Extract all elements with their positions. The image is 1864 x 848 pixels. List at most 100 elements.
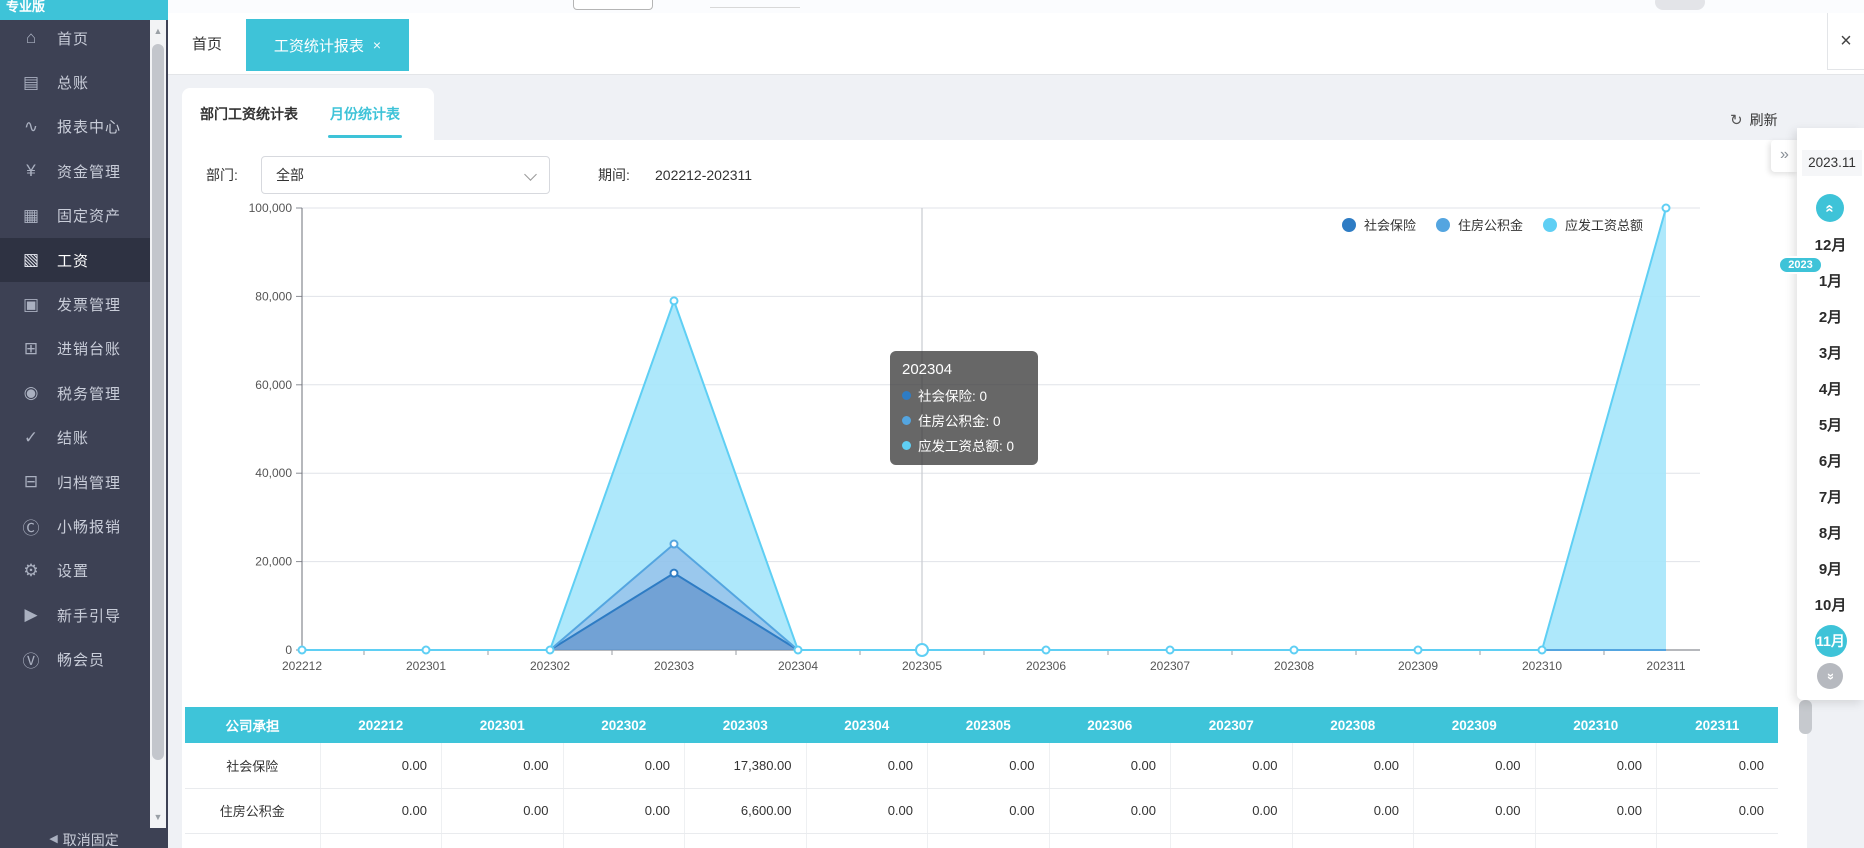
content-scrollbar-thumb[interactable] <box>1799 700 1812 734</box>
scroll-months-up-button[interactable]: « <box>1816 194 1844 222</box>
sidebar-scrollbar[interactable]: ▲ ▼ <box>150 20 166 828</box>
sidebar-item-archive[interactable]: ⊟ 归档管理 <box>0 460 150 504</box>
legend-item[interactable]: 住房公积金 <box>1436 215 1523 234</box>
cancel-pin-button[interactable]: ◀ 取消固定 <box>0 830 168 848</box>
scroll-up-arrow-icon[interactable]: ▲ <box>153 26 163 36</box>
legend-dot-icon <box>1436 217 1451 232</box>
y-tick-label: 20,000 <box>255 555 292 569</box>
sidebar-item-salary[interactable]: ▧ 工资 <box>0 237 150 283</box>
sidebar-item-member[interactable]: Ⓥ 畅会员 <box>0 637 150 681</box>
sidebar-item-label: 设置 <box>57 563 90 581</box>
sidebar-item-fixed-assets[interactable]: ▦ 固定资产 <box>0 194 150 238</box>
general-ledger-icon: ▤ <box>22 72 40 92</box>
sidebar-item-label: 首页 <box>57 30 90 48</box>
double-arrow-right-icon: » <box>1780 146 1789 163</box>
table-cell: 0.00 <box>805 833 928 848</box>
archive-icon: ⊟ <box>23 472 39 492</box>
sidebar-item-label: 小畅报销 <box>57 518 122 536</box>
month-item-active[interactable]: 11月 <box>1797 624 1864 660</box>
sidebar-item-report-center[interactable]: ∿ 报表中心 <box>0 105 150 149</box>
close-tab-icon[interactable]: × <box>372 37 382 53</box>
sidebar-item-home[interactable]: ⌂ 首页 <box>0 16 150 60</box>
sidebar-item-invoice[interactable]: ▣ 发票管理 <box>0 282 150 326</box>
sidebar-item-closing[interactable]: ✓ 结账 <box>0 416 150 460</box>
data-point-marker <box>1661 203 1671 213</box>
sidebar-item-label: 工资 <box>57 252 90 270</box>
subtab-monthly[interactable]: 月份统计表 <box>328 88 402 140</box>
collapse-pin-icon: ◀ <box>49 833 58 845</box>
salary-icon: ▧ <box>22 250 40 270</box>
current-period-box[interactable]: 2023.11 <box>1802 150 1862 176</box>
header-divider-line <box>710 7 800 8</box>
month-item[interactable]: 9月 <box>1818 561 1843 578</box>
period-filter-label: 期间: <box>598 167 630 183</box>
month-item[interactable]: 10月 <box>1814 597 1847 614</box>
month-item[interactable]: 6月 <box>1818 453 1843 470</box>
month-list: 12月 1月 2月 3月 4月 5月 6月 7月 8月 9月 10月 11月 <box>1797 228 1864 660</box>
month-item[interactable]: 2月 <box>1818 309 1843 326</box>
month-item[interactable]: 4月 <box>1818 381 1843 398</box>
month-item[interactable]: 12月 <box>1814 237 1847 254</box>
sidebar-item-label: 畅会员 <box>57 652 106 670</box>
tooltip-series-dot-icon <box>902 415 911 425</box>
month-item[interactable]: 3月 <box>1818 345 1843 362</box>
tab-home[interactable]: 首页 <box>192 36 223 53</box>
sidebar-scrollbar-thumb[interactable] <box>152 44 164 760</box>
area-band-2 <box>302 208 1666 650</box>
reimburse-icon: Ⓒ <box>22 518 40 538</box>
series-line-0 <box>302 572 1666 651</box>
table-cell: 0.00 <box>441 788 563 834</box>
data-point-marker <box>1165 645 1175 655</box>
sidebar-item-label: 报表中心 <box>57 119 122 137</box>
table-cell: 0.00 <box>1048 833 1171 848</box>
data-point-marker <box>669 539 679 549</box>
guide-icon: ▶ <box>24 605 38 625</box>
legend-item[interactable]: 社会保险 <box>1342 215 1416 234</box>
table-column-header: 202308 <box>1292 707 1414 743</box>
sidebar-item-label: 发票管理 <box>57 297 122 315</box>
table-column-header: 202306 <box>1049 707 1171 743</box>
panel-collapse-tab[interactable]: » <box>1771 140 1798 172</box>
legend-item[interactable]: 应发工资总额 <box>1543 215 1643 234</box>
subtab-department[interactable]: 部门工资统计表 <box>200 106 298 122</box>
close-window-button[interactable]: × <box>1827 13 1864 70</box>
scroll-months-down-button[interactable]: « <box>1817 663 1843 689</box>
month-item[interactable]: 8月 <box>1818 525 1843 542</box>
x-tick-label: 202308 <box>1274 659 1314 673</box>
table-column-header: 202303 <box>684 707 806 743</box>
sidebar-item-settings[interactable]: ⚙ 设置 <box>0 549 150 593</box>
table-cell: 0.00 <box>1534 743 1657 789</box>
month-item[interactable]: 1月 <box>1818 273 1843 290</box>
salary-summary-table: 公司承担 202212 202301 202302 202303 202304 202305… <box>185 707 1778 848</box>
table-cell: 17,380.00 <box>684 743 806 789</box>
sidebar-item-tax[interactable]: ◉ 税务管理 <box>0 371 150 415</box>
tooltip-row: 住房公积金: 0 <box>902 410 1026 430</box>
close-icon: × <box>1840 29 1852 52</box>
month-item[interactable]: 7月 <box>1818 489 1843 506</box>
legend-label: 社会保险 <box>1364 218 1417 233</box>
table-column-header: 202311 <box>1656 707 1778 743</box>
sidebar-item-guide[interactable]: ▶ 新手引导 <box>0 593 150 637</box>
tab-salary-report[interactable]: 工资统计报表 × <box>246 19 409 71</box>
table-cell: 0.00 <box>562 788 685 834</box>
sidebar-item-general-ledger[interactable]: ▤ 总账 <box>0 60 150 104</box>
sidebar-item-purchase-sales[interactable]: ⊞ 进销台账 <box>0 327 150 371</box>
department-select-value: 全部 <box>276 167 304 183</box>
fixed-assets-icon: ▦ <box>22 205 40 225</box>
department-select[interactable]: 全部 <box>261 156 550 194</box>
sidebar-item-label: 固定资产 <box>57 208 122 226</box>
month-item[interactable]: 5月 <box>1818 417 1843 434</box>
table-cell: 0.00 <box>562 833 685 848</box>
sidebar-item-reimburse[interactable]: Ⓒ 小畅报销 <box>0 504 150 548</box>
table-cell: 0.00 <box>927 743 1049 789</box>
refresh-button[interactable]: ↻ 刷新 <box>1730 110 1778 130</box>
subtab-strip: 部门工资统计表 月份统计表 <box>182 88 434 140</box>
table-column-header: 202302 <box>563 707 685 743</box>
table-column-header: 公司承担 <box>185 707 320 743</box>
table-column-header: 202309 <box>1413 707 1535 743</box>
sidebar-item-label: 归档管理 <box>57 474 122 492</box>
sidebar-item-funds[interactable]: ¥ 资金管理 <box>0 149 150 193</box>
x-tick-label: 202212 <box>282 659 322 673</box>
scroll-down-arrow-icon[interactable]: ▼ <box>153 812 163 822</box>
table-cell: 0.00 <box>1291 833 1414 848</box>
